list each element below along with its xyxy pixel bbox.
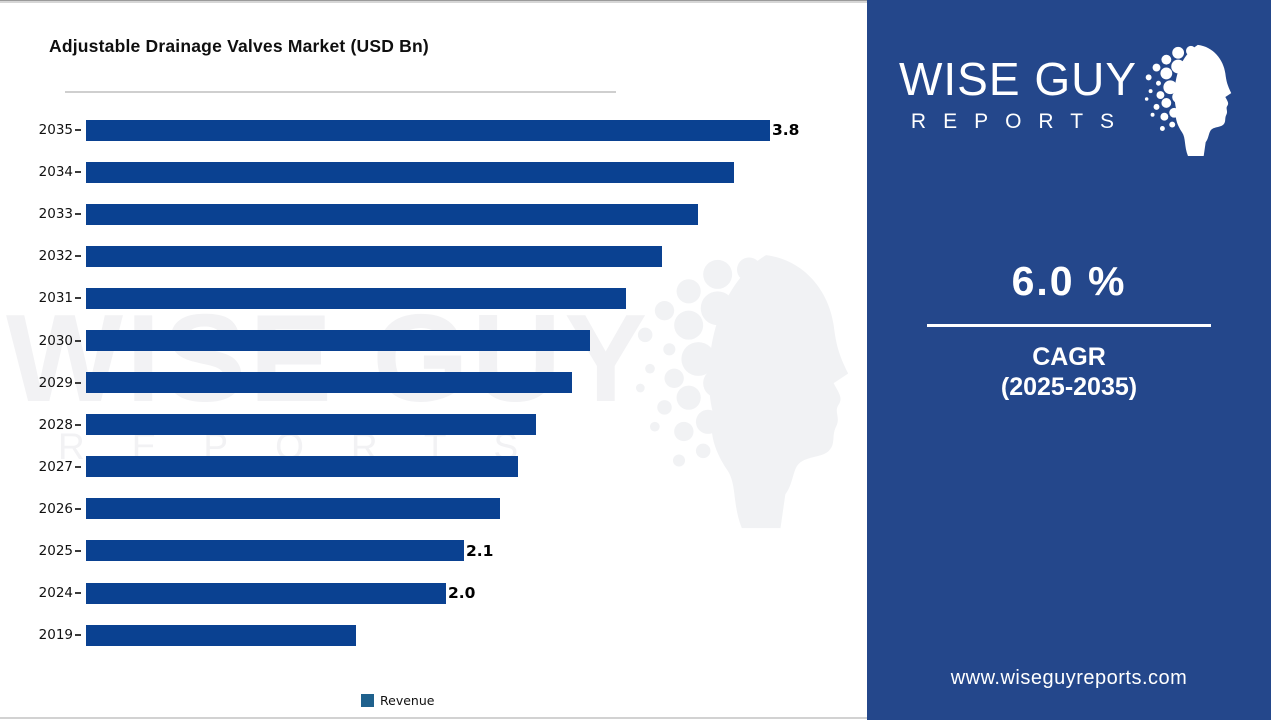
- y-tick-mark: [75, 423, 81, 426]
- cagr-value: 6.0 %: [1011, 258, 1127, 304]
- bar-row: 2019: [0, 614, 867, 656]
- bar-value-label: 3.8: [772, 121, 800, 140]
- website-url: www.wiseguyreports.com: [950, 667, 1188, 689]
- y-tick-mark: [75, 465, 81, 468]
- bar-row: 2028: [0, 404, 867, 446]
- bar-row: 2026: [0, 488, 867, 530]
- bar-row: 2024 2.0: [0, 572, 867, 614]
- y-tick-label: 2028: [38, 416, 73, 433]
- revenue-bar: [86, 624, 356, 646]
- chart-title: Adjustable Drainage Valves Market (USD B…: [49, 36, 429, 56]
- bar-row: 2035 3.8: [0, 109, 867, 151]
- y-tick-mark: [75, 255, 81, 258]
- y-tick-label: 2032: [38, 248, 73, 265]
- bar-value-label: 2.1: [466, 541, 494, 560]
- y-tick-label: 2034: [38, 164, 73, 181]
- cagr-divider: [927, 324, 1211, 327]
- bar-row: 2025 2.1: [0, 530, 867, 572]
- revenue-bar: [86, 119, 770, 141]
- revenue-bar: [86, 287, 626, 309]
- y-tick-label: 2033: [38, 206, 73, 223]
- revenue-bar: [86, 203, 698, 225]
- bar-row: 2033: [0, 193, 867, 235]
- revenue-bar: [86, 414, 536, 436]
- title-underline: [65, 91, 616, 93]
- y-tick-mark: [75, 213, 81, 216]
- y-tick-label: 2030: [38, 332, 73, 349]
- legend: Revenue: [361, 693, 434, 708]
- legend-swatch-icon: [361, 694, 374, 707]
- brand-logo-text: WISE GUY REPORTS: [899, 56, 1137, 134]
- bar-row: 2029: [0, 362, 867, 404]
- legend-label: Revenue: [380, 693, 435, 708]
- bar-row: 2034: [0, 151, 867, 193]
- y-tick-mark: [75, 129, 81, 132]
- y-tick-label: 2019: [38, 627, 73, 644]
- y-tick-mark: [75, 634, 81, 637]
- bar-value-label: 2.0: [448, 584, 476, 603]
- bar-row: 2030: [0, 319, 867, 361]
- watermark-wordmark: WISE GUY: [6, 290, 651, 428]
- chart-area: WISE GUY REPORTS Adjustable Drainage Val…: [0, 0, 867, 720]
- cagr-label: CAGR (2025-2035): [867, 342, 1271, 402]
- cagr-label-line1: CAGR: [1032, 343, 1106, 371]
- brand-logo: WISE GUY REPORTS: [867, 40, 1271, 158]
- brand-subname: REPORTS: [910, 110, 1132, 133]
- bottom-divider: [0, 717, 867, 719]
- revenue-bar: [86, 245, 662, 267]
- bar-rows: 2035 3.8 2034 2033 2032 2031 2030 2029 2028 2027 2…: [0, 109, 867, 656]
- y-tick-label: 2024: [38, 585, 73, 602]
- y-tick-mark: [75, 381, 81, 384]
- revenue-bar: [86, 330, 590, 352]
- bar-row: 2032: [0, 235, 867, 277]
- y-tick-mark: [75, 297, 81, 300]
- bar-row: 2027: [0, 446, 867, 488]
- brand-head-icon: [1133, 40, 1239, 158]
- revenue-bar: [86, 498, 500, 520]
- revenue-bar: [86, 456, 518, 478]
- top-divider: [0, 0, 867, 3]
- y-tick-label: 2029: [38, 374, 73, 391]
- brand-panel: WISE GUY REPORTS 6.0 % CAGR (2025-2035) …: [867, 0, 1271, 720]
- cagr-block: 6.0 % CAGR (2025-2035): [867, 258, 1271, 402]
- y-tick-label: 2027: [38, 458, 73, 475]
- y-tick-label: 2035: [38, 122, 73, 139]
- revenue-bar: [86, 161, 734, 183]
- bar-row: 2031: [0, 277, 867, 319]
- y-tick-label: 2025: [38, 542, 73, 559]
- cagr-label-line2: (2025-2035): [1000, 373, 1138, 401]
- y-tick-label: 2031: [38, 290, 73, 307]
- revenue-bar: [86, 582, 446, 604]
- y-tick-mark: [75, 171, 81, 174]
- brand-name: WISE GUY: [898, 53, 1138, 105]
- revenue-bar: [86, 372, 572, 394]
- y-tick-label: 2026: [38, 500, 73, 517]
- y-tick-mark: [75, 507, 81, 510]
- y-tick-mark: [75, 549, 81, 552]
- y-tick-mark: [75, 592, 81, 595]
- y-tick-mark: [75, 339, 81, 342]
- revenue-bar: [86, 540, 464, 562]
